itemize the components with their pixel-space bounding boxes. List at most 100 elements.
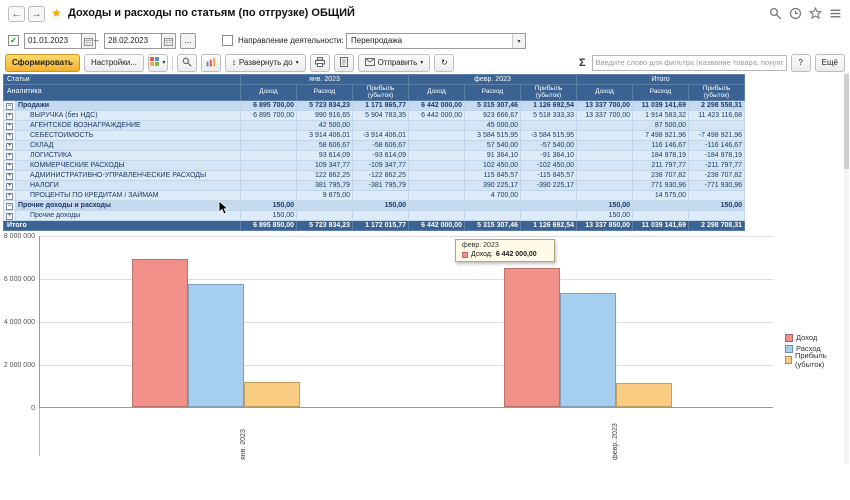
collapse-icon[interactable]: − — [6, 103, 13, 110]
row-label[interactable]: ПРОЦЕНТЫ ПО КРЕДИТАМ / ЗАЙМАМ — [15, 190, 241, 201]
print-button[interactable] — [309, 53, 330, 72]
cell-value[interactable]: 3 584 515,95 — [464, 130, 522, 141]
print-preview-button[interactable] — [333, 53, 354, 72]
cell-value[interactable]: -102 450,00 — [520, 160, 578, 171]
help-button[interactable]: ? — [790, 53, 811, 72]
cell-value[interactable]: 115 845,57 — [464, 170, 522, 181]
cell-value[interactable]: -7 498 921,96 — [688, 130, 746, 141]
cell-value[interactable]: 2 298 558,31 — [688, 100, 746, 111]
cell-value[interactable] — [408, 130, 466, 141]
table-row[interactable]: + СЕБЕСТОИМОСТЬ 3 914 406,01 -3 914 406,01 3… — [3, 130, 746, 141]
filter-search-input[interactable] — [591, 54, 787, 71]
cell-value[interactable] — [464, 200, 522, 211]
period-options-button[interactable]: ... — [180, 33, 196, 49]
total-cell[interactable]: 6 895 850,00 — [240, 220, 297, 231]
cell-value[interactable]: -3 584 515,95 — [520, 130, 578, 141]
cell-value[interactable] — [240, 190, 297, 201]
expand-to-button[interactable]: ↕ Развернуть до ▾ — [224, 53, 306, 72]
cell-value[interactable]: 150,00 — [688, 200, 746, 211]
cell-value[interactable] — [576, 150, 634, 161]
expand-icon[interactable]: + — [6, 213, 13, 220]
cell-value[interactable] — [408, 140, 466, 151]
row-label[interactable]: АГЕНТСКОЕ ВОЗНАГРАЖДЕНИЕ — [15, 120, 241, 131]
table-row[interactable]: − Продажи 6 895 700,00 5 723 834,23 1 171 86… — [3, 100, 746, 111]
cell-value[interactable]: -57 540,00 — [520, 140, 578, 151]
row-label[interactable]: СЕБЕСТОИМОСТЬ — [15, 130, 241, 141]
cell-value[interactable]: -116 146,67 — [688, 140, 746, 151]
cell-value[interactable] — [351, 210, 410, 221]
row-label[interactable]: КОММЕРЧЕСКИЕ РАСХОДЫ — [15, 160, 241, 171]
cell-value[interactable] — [632, 200, 690, 211]
refresh-button[interactable]: ↻ — [434, 53, 455, 72]
cell-value[interactable]: -238 707,82 — [688, 170, 746, 181]
cell-value[interactable]: 150,00 — [576, 200, 634, 211]
search-icon[interactable] — [769, 7, 782, 20]
table-row[interactable]: + АДМИНИСТРАТИВНО-УПРАВЛЕНЧЕСКИЕ РАСХОДЫ 1… — [3, 170, 746, 181]
forward-button[interactable]: → — [28, 6, 45, 22]
cell-value[interactable] — [408, 120, 466, 131]
favorites-icon[interactable] — [808, 6, 823, 20]
cell-value[interactable] — [351, 120, 410, 131]
total-cell[interactable]: 1 172 015,77 — [351, 220, 410, 231]
cell-value[interactable]: -211 797,77 — [688, 160, 746, 171]
cell-value[interactable]: 5 518 333,33 — [520, 110, 578, 121]
cell-value[interactable]: 102 450,00 — [464, 160, 522, 171]
report-variants-button[interactable]: ▾ — [147, 53, 168, 72]
cell-value[interactable] — [688, 120, 746, 131]
cell-value[interactable]: 923 666,67 — [464, 110, 522, 121]
cell-value[interactable] — [688, 210, 746, 221]
total-cell[interactable]: 1 126 692,54 — [520, 220, 578, 231]
expand-icon[interactable]: + — [6, 193, 13, 200]
cell-value[interactable] — [576, 140, 634, 151]
table-row[interactable]: + АГЕНТСКОЕ ВОЗНАГРАЖДЕНИЕ 42 500,00 45 000… — [3, 120, 746, 131]
cell-value[interactable]: 45 000,00 — [464, 120, 522, 131]
row-label[interactable]: ВЫРУЧКА (без НДС) — [15, 110, 241, 121]
table-row[interactable]: + ПРОЦЕНТЫ ПО КРЕДИТАМ / ЗАЙМАМ 9 875,00 4 … — [3, 190, 746, 201]
cell-value[interactable]: 1 914 583,32 — [632, 110, 690, 121]
cell-value[interactable]: 57 540,00 — [464, 140, 522, 151]
cell-value[interactable]: 13 337 700,00 — [576, 110, 634, 121]
scrollbar-thumb[interactable] — [844, 74, 849, 169]
cell-value[interactable]: 6 895 700,00 — [240, 100, 297, 111]
cell-value[interactable]: 150,00 — [351, 200, 410, 211]
cell-value[interactable] — [240, 150, 297, 161]
date-to-input[interactable]: 28.02.2023 — [104, 33, 162, 49]
cell-value[interactable] — [576, 120, 634, 131]
table-row[interactable]: + ВЫРУЧКА (без НДС) 6 895 700,00 990 916,65… — [3, 110, 746, 121]
cell-value[interactable]: 6 442 000,00 — [408, 110, 466, 121]
chevron-down-icon[interactable]: ▾ — [512, 34, 525, 48]
cell-value[interactable]: 211 797,77 — [632, 160, 690, 171]
back-button[interactable]: ← — [8, 6, 25, 22]
table-row[interactable]: + СКЛАД 58 606,67 -58 606,67 57 540,00 -57 54… — [3, 140, 746, 151]
generate-button[interactable]: Сформировать — [5, 53, 80, 72]
cell-value[interactable]: 238 707,82 — [632, 170, 690, 181]
cell-value[interactable] — [520, 190, 578, 201]
cell-value[interactable]: 116 146,67 — [632, 140, 690, 151]
cell-value[interactable]: 7 498 921,96 — [632, 130, 690, 141]
chart-bar[interactable] — [132, 259, 188, 407]
table-row[interactable]: + ЛОГИСТИКА 93 614,09 -93 614,09 91 364,10 -9… — [3, 150, 746, 161]
cell-value[interactable]: 381 795,79 — [296, 180, 353, 191]
cell-value[interactable]: 1 171 865,77 — [351, 100, 410, 111]
row-label[interactable]: СКЛАД — [15, 140, 241, 151]
period-checkbox[interactable]: ✔ — [8, 35, 19, 46]
cell-value[interactable]: 122 862,25 — [296, 170, 353, 181]
cell-value[interactable]: 6 442 000,00 — [408, 100, 466, 111]
expand-icon[interactable]: + — [6, 163, 13, 170]
cell-value[interactable] — [408, 180, 466, 191]
cell-value[interactable]: 771 930,96 — [632, 180, 690, 191]
menu-icon[interactable] — [829, 7, 842, 20]
cell-value[interactable]: 6 895 700,00 — [240, 110, 297, 121]
cell-value[interactable] — [576, 130, 634, 141]
row-label[interactable]: ЛОГИСТИКА — [15, 150, 241, 161]
total-cell[interactable]: 5 315 307,46 — [464, 220, 522, 231]
favorite-star-icon[interactable]: ★ — [51, 6, 62, 20]
expand-icon[interactable]: + — [6, 143, 13, 150]
cell-value[interactable] — [408, 150, 466, 161]
chart-bar[interactable] — [560, 293, 616, 407]
cell-value[interactable]: 11 039 141,69 — [632, 100, 690, 111]
cell-value[interactable]: 150,00 — [240, 210, 297, 221]
row-label[interactable]: Прочие доходы — [15, 210, 241, 221]
expand-icon[interactable]: + — [6, 153, 13, 160]
row-label[interactable]: Продажи — [15, 100, 241, 111]
